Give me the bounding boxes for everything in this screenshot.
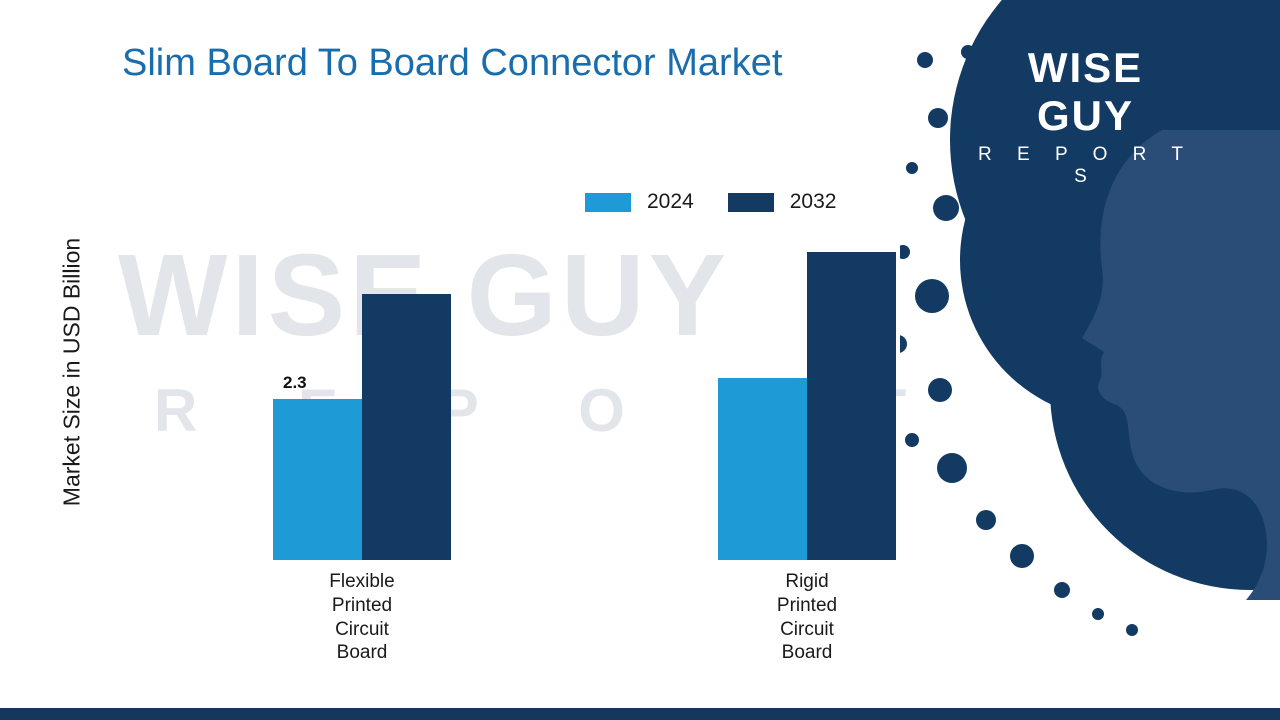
bar-wrap: 2.3 (273, 373, 362, 560)
bar-group-1: 2.3 Flexible Printed Circuit Board (273, 294, 451, 663)
legend-swatch-2032 (727, 192, 774, 212)
bar-2024-flexible-printed-circuit-board: 2.3 (273, 373, 362, 560)
plot-area: 2.3 Flexible Printed Circuit Board Rigid P… (0, 210, 1280, 663)
legend: 2024 2032 (585, 190, 836, 214)
bar-2032-rigid-printed-circuit-board (807, 252, 896, 560)
logo-wordmark: WISE GUY (1027, 44, 1144, 139)
wiseguy-logo-graphic (900, 0, 1280, 636)
bar-wrap (362, 294, 451, 560)
legend-item-2032: 2032 (727, 190, 837, 214)
logo-subtitle: R E P O R T S (978, 144, 1193, 187)
bar-value-label: 2.3 (283, 373, 307, 392)
bar-2032-flexible-printed-circuit-board (362, 294, 451, 560)
legend-label-2032: 2032 (789, 190, 837, 213)
face-profile-icon (1082, 130, 1280, 600)
chart-title: Slim Board To Board Connector Market (122, 42, 783, 84)
bar-group-2: Rigid Printed Circuit Board (718, 252, 896, 663)
legend-label-2024: 2024 (647, 190, 694, 213)
wiseguy-logo: WISE GUY R E P O R T S (978, 44, 1193, 188)
footer-bar (0, 708, 1280, 720)
y-axis-label: Market Size in USD Billion (58, 237, 85, 507)
legend-item-2024: 2024 (585, 190, 694, 214)
bar-2024-rigid-printed-circuit-board (718, 378, 807, 560)
category-label-1: Flexible Printed Circuit Board (329, 571, 395, 664)
category-label-2: Rigid Printed Circuit Board (776, 571, 838, 664)
legend-swatch-2024 (585, 192, 631, 212)
bar-wrap (807, 252, 896, 560)
bar-wrap (718, 378, 807, 560)
